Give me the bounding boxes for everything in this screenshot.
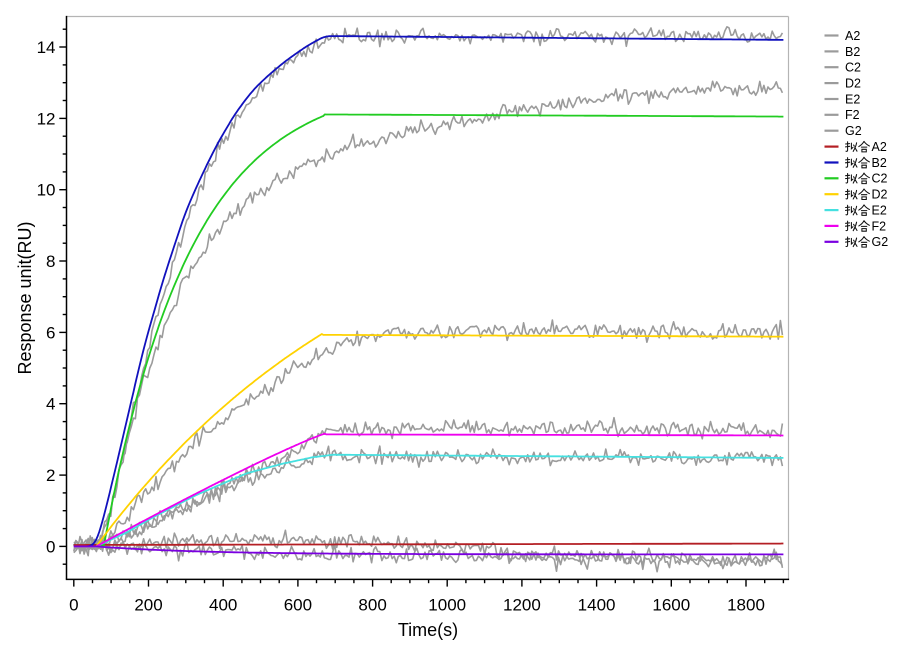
- svg-text:0: 0: [69, 596, 78, 615]
- svg-text:600: 600: [284, 596, 312, 615]
- svg-text:1000: 1000: [428, 596, 466, 615]
- svg-text:B2: B2: [845, 45, 860, 59]
- svg-text:2: 2: [46, 466, 55, 485]
- svg-text:0: 0: [46, 537, 55, 556]
- svg-text:8: 8: [46, 252, 55, 271]
- svg-text:F2: F2: [845, 108, 860, 122]
- svg-text:G2: G2: [845, 124, 862, 138]
- svg-text:10: 10: [37, 181, 56, 200]
- svg-text:12: 12: [37, 109, 56, 128]
- svg-text:14: 14: [37, 38, 56, 57]
- svg-text:Time(s): Time(s): [398, 620, 458, 640]
- svg-text:1800: 1800: [727, 596, 765, 615]
- svg-text:C2: C2: [845, 61, 861, 75]
- svg-text:800: 800: [358, 596, 386, 615]
- svg-text:D2: D2: [845, 77, 861, 91]
- svg-text:Response unit(RU): Response unit(RU): [15, 221, 35, 374]
- svg-text:4: 4: [46, 395, 55, 414]
- svg-text:F2: F2: [872, 219, 887, 233]
- svg-text:E2: E2: [872, 204, 887, 218]
- svg-text:A2: A2: [845, 29, 860, 43]
- svg-text:G2: G2: [872, 235, 889, 249]
- svg-text:D2: D2: [872, 188, 888, 202]
- svg-text:E2: E2: [845, 92, 860, 106]
- svg-text:1600: 1600: [652, 596, 690, 615]
- svg-text:1200: 1200: [503, 596, 541, 615]
- svg-text:6: 6: [46, 323, 55, 342]
- svg-text:200: 200: [134, 596, 162, 615]
- svg-text:B2: B2: [872, 156, 887, 170]
- svg-text:C2: C2: [872, 172, 888, 186]
- svg-text:1400: 1400: [578, 596, 616, 615]
- svg-text:A2: A2: [872, 140, 887, 154]
- svg-text:400: 400: [209, 596, 237, 615]
